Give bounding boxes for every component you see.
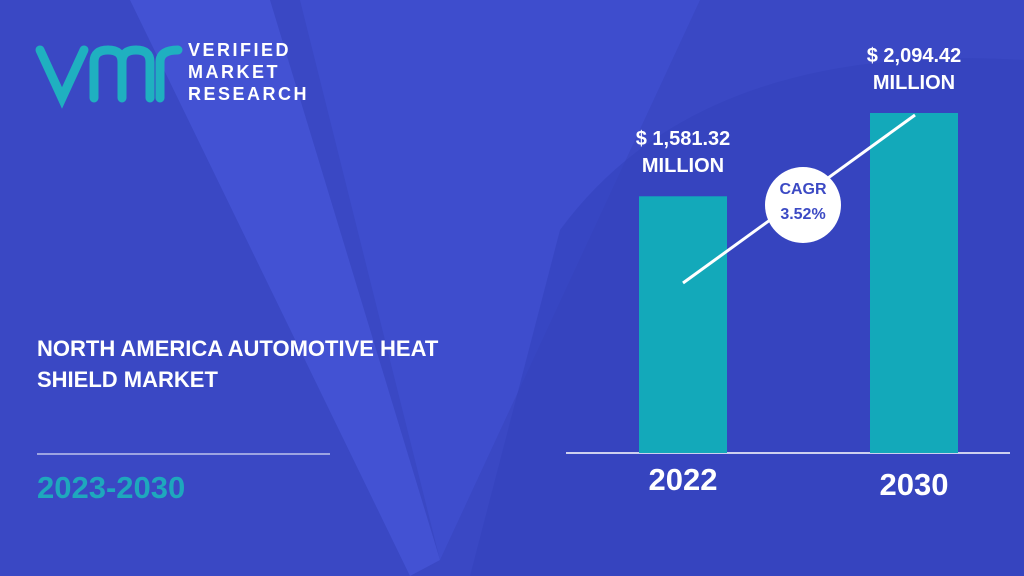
- value-label: $ 1,581.32 MILLION: [635, 128, 731, 178]
- cagr-label: CAGR: [779, 181, 827, 198]
- title: NORTH AMERICA AUTOMOTIVE HEAT SHIELD MAR…: [37, 336, 439, 392]
- period: 2023-2030: [37, 470, 186, 505]
- bars: [639, 113, 958, 453]
- cagr-value: 3.52%: [780, 206, 825, 223]
- brand-text: MARKET: [188, 62, 280, 82]
- x-tick-label: 2022: [648, 462, 718, 497]
- logo: [35, 45, 183, 109]
- value-label: $ 2,094.42 MILLION: [866, 45, 962, 94]
- brand-text: RESEARCH: [188, 84, 310, 104]
- brand-text: VERIFIED: [188, 40, 292, 60]
- bg-shape: [130, 0, 440, 576]
- bar: [870, 113, 958, 453]
- x-tick-label: 2030: [879, 467, 949, 502]
- bar: [639, 196, 727, 453]
- cagr-badge: [765, 167, 841, 243]
